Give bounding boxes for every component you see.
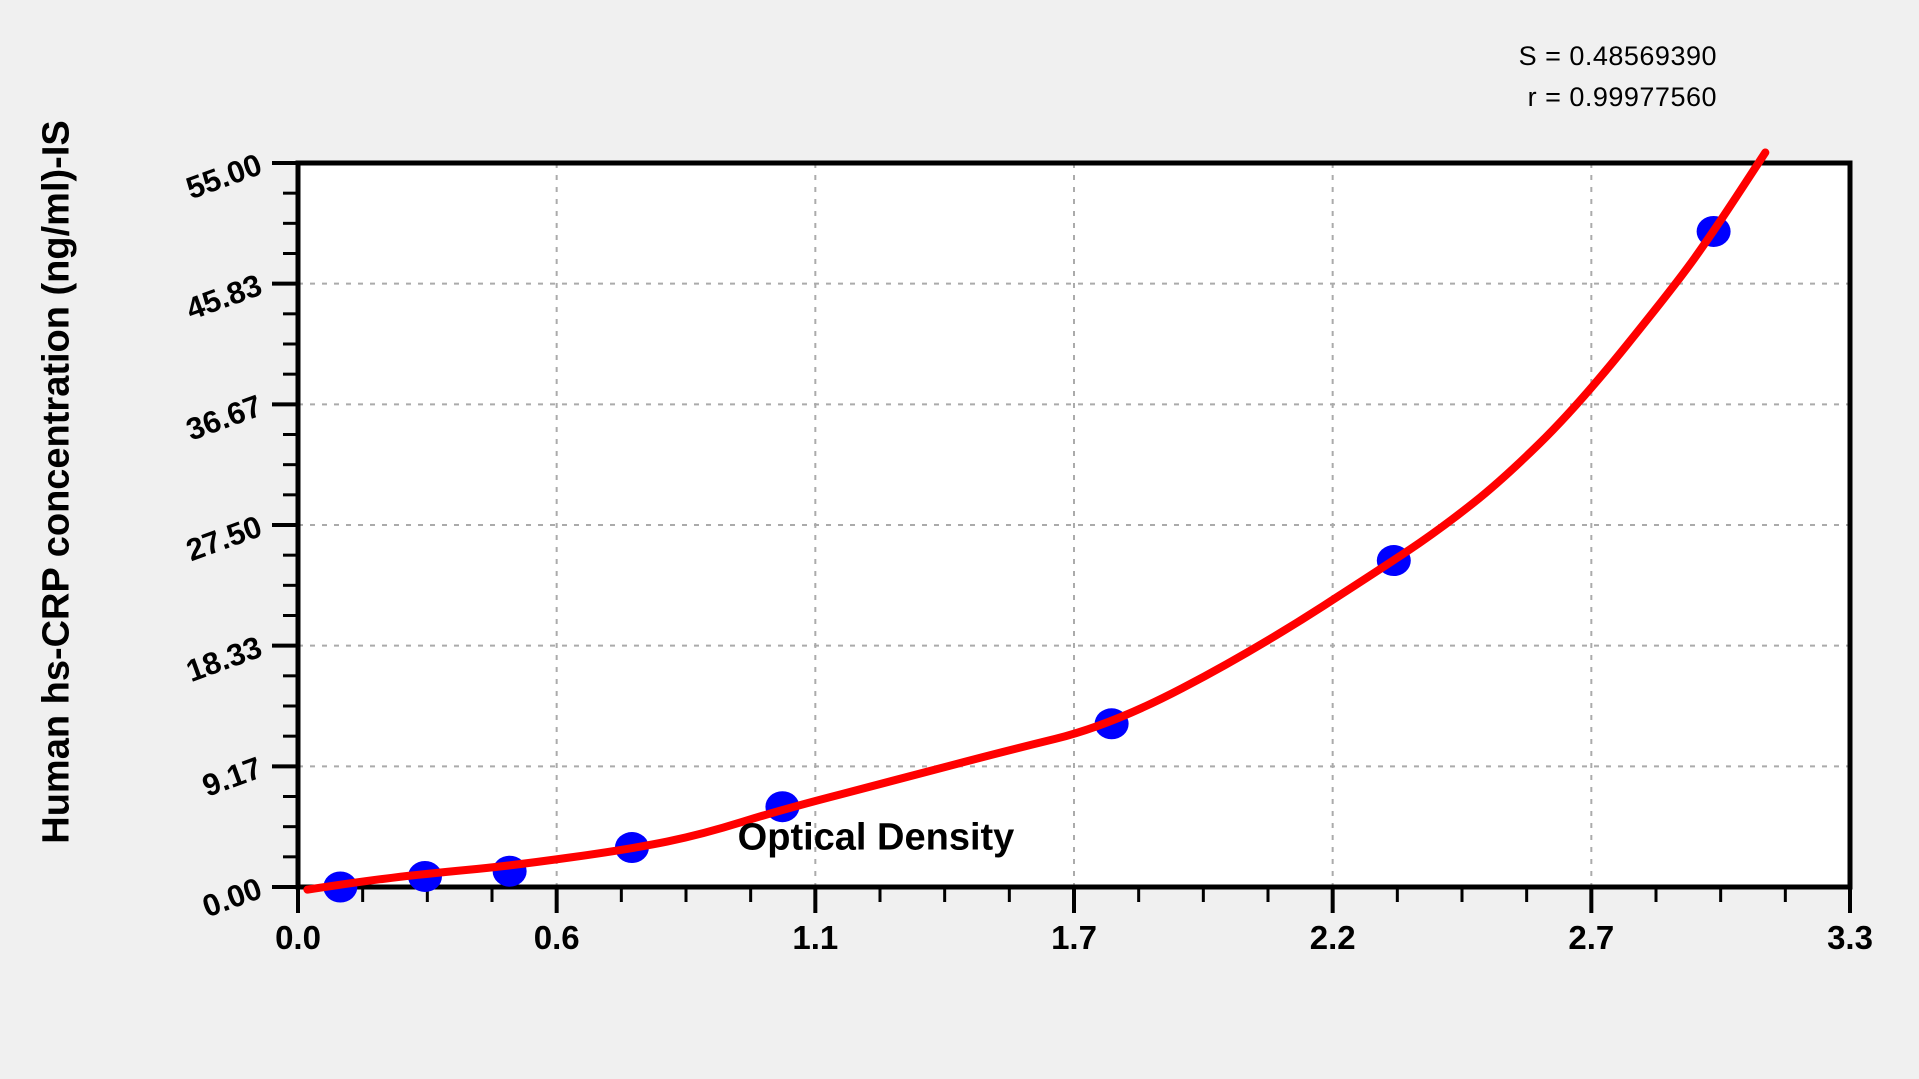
y-tick-label: 45.83 [182,267,267,326]
y-axis-title: Human hs-CRP concentration (ng/ml)-IS [35,120,78,844]
x-tick-label: 2.7 [1568,919,1614,956]
x-tick-label: 0.6 [534,919,580,956]
y-tick-label: 0.00 [198,871,267,925]
stat-s-value: S = 0.48569390 [1518,41,1717,71]
x-tick-label: 1.1 [792,919,838,956]
y-tick-label: 36.67 [182,388,267,447]
y-tick-label: 9.17 [198,750,267,804]
y-tick-label: 27.50 [182,509,267,568]
y-tick-label: 55.00 [182,147,267,206]
fit-curve [303,148,1770,894]
x-tick-label: 1.7 [1051,919,1097,956]
x-tick-label: 2.2 [1310,919,1356,956]
x-axis-title: Optical Density [737,816,1015,859]
x-tick-label: 3.3 [1827,919,1873,956]
stat-r-value: r = 0.99977560 [1527,82,1717,112]
y-tick-label: 18.33 [182,629,267,688]
x-tick-label: 0.0 [275,919,321,956]
